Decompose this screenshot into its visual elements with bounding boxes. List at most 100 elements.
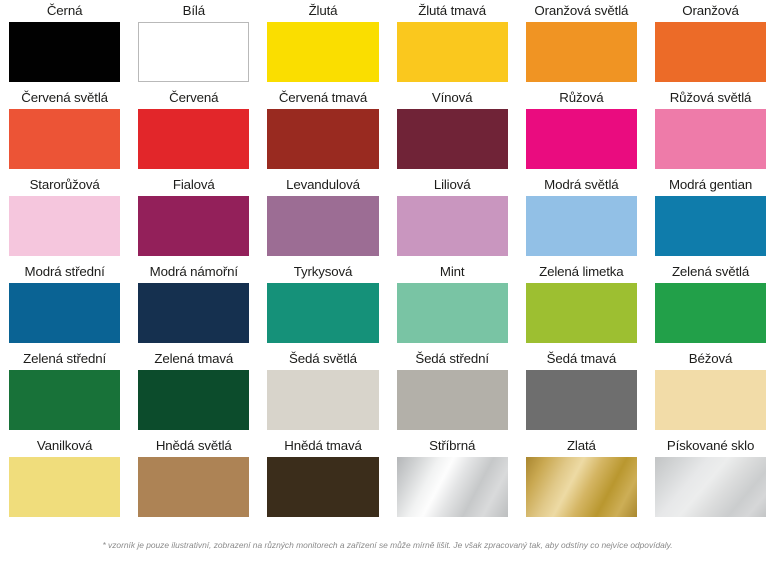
swatch-chip[interactable]	[9, 283, 121, 343]
swatch-label: Hnědá tmavá	[284, 438, 362, 453]
swatch-chip[interactable]	[525, 457, 637, 517]
swatch-chip[interactable]	[396, 283, 508, 343]
swatch-label: Levandulová	[286, 177, 360, 192]
swatch-label: Bílá	[182, 3, 205, 18]
swatch-label: Modrá námořní	[149, 264, 238, 279]
swatch-cell[interactable]: Tyrkysová	[258, 261, 387, 348]
swatch-label: Liliová	[433, 177, 471, 192]
swatch-chip[interactable]	[654, 370, 767, 430]
swatch-chip[interactable]	[138, 370, 250, 430]
swatch-chip[interactable]	[9, 457, 121, 517]
swatch-label: Starorůžová	[29, 177, 100, 192]
swatch-chip[interactable]	[9, 370, 121, 430]
swatch-label: Hnědá světlá	[155, 438, 232, 453]
swatch-cell[interactable]: Hnědá tmavá	[258, 435, 387, 522]
swatch-chip[interactable]	[267, 283, 379, 343]
swatch-label: Černá	[46, 3, 83, 18]
swatch-cell[interactable]: Oranžová světlá	[517, 0, 646, 87]
swatch-cell[interactable]: Starorůžová	[0, 174, 129, 261]
swatch-chip[interactable]	[525, 196, 637, 256]
swatch-cell[interactable]: Šedá tmavá	[517, 348, 646, 435]
swatch-cell[interactable]: Modrá střední	[0, 261, 129, 348]
swatch-chip[interactable]	[138, 457, 250, 517]
swatch-label: Růžová	[559, 90, 604, 105]
swatch-label: Modrá gentian	[669, 177, 753, 192]
swatch-cell[interactable]: Vínová	[388, 87, 517, 174]
swatch-label: Oranžová světlá	[534, 3, 629, 18]
swatch-label: Modrá světlá	[544, 177, 619, 192]
swatch-cell[interactable]: Žlutá	[258, 0, 387, 87]
swatch-cell[interactable]: Zlatá	[517, 435, 646, 522]
swatch-chip[interactable]	[9, 22, 121, 82]
swatch-chip[interactable]	[525, 283, 637, 343]
swatch-label: Mint	[439, 264, 465, 279]
disclaimer-footnote: * vzorník je pouze ilustrativní, zobraze…	[102, 540, 673, 550]
swatch-cell[interactable]: Modrá gentian	[646, 174, 775, 261]
swatch-cell[interactable]: Šedá střední	[388, 348, 517, 435]
swatch-chip[interactable]	[525, 109, 637, 169]
swatch-cell[interactable]: Černá	[0, 0, 129, 87]
swatch-chip[interactable]	[138, 109, 250, 169]
swatch-label: Tyrkysová	[293, 264, 353, 279]
swatch-label: Pískované sklo	[666, 438, 755, 453]
swatch-chip[interactable]	[267, 22, 379, 82]
swatch-label: Zelená tmavá	[154, 351, 234, 366]
swatch-cell[interactable]: Oranžová	[646, 0, 775, 87]
swatch-label: Červená	[169, 90, 219, 105]
swatch-cell[interactable]: Zelená limetka	[517, 261, 646, 348]
swatch-chip[interactable]	[138, 196, 250, 256]
swatch-cell[interactable]: Červená tmavá	[258, 87, 387, 174]
swatch-chip[interactable]	[267, 109, 379, 169]
swatch-chip[interactable]	[525, 22, 637, 82]
swatch-label: Růžová světlá	[669, 90, 752, 105]
swatch-chip[interactable]	[9, 196, 121, 256]
swatch-cell[interactable]: Liliová	[388, 174, 517, 261]
swatch-chip[interactable]	[396, 457, 508, 517]
swatch-label: Oranžová	[682, 3, 739, 18]
swatch-chip[interactable]	[654, 22, 767, 82]
swatch-label: Žlutá tmavá	[418, 3, 487, 18]
swatch-chip[interactable]	[396, 109, 508, 169]
swatch-chip[interactable]	[654, 457, 767, 517]
swatch-chip[interactable]	[396, 370, 508, 430]
swatch-cell[interactable]: Modrá světlá	[517, 174, 646, 261]
swatch-cell[interactable]: Modrá námořní	[129, 261, 258, 348]
swatch-cell[interactable]: Červená světlá	[0, 87, 129, 174]
swatch-chip[interactable]	[267, 457, 379, 517]
swatch-chip[interactable]	[138, 22, 250, 82]
swatch-cell[interactable]: Vanilková	[0, 435, 129, 522]
swatch-cell[interactable]: Bílá	[129, 0, 258, 87]
swatch-label: Zlatá	[566, 438, 596, 453]
swatch-cell[interactable]: Růžová světlá	[646, 87, 775, 174]
swatch-cell[interactable]: Růžová	[517, 87, 646, 174]
swatch-chip[interactable]	[654, 109, 767, 169]
swatch-chip[interactable]	[525, 370, 637, 430]
swatch-cell[interactable]: Béžová	[646, 348, 775, 435]
swatch-label: Žlutá	[308, 3, 338, 18]
color-swatch-grid: Černá Bílá Žlutá Žlutá tmavá Oranžová světlá…	[0, 0, 775, 522]
swatch-label: Šedá tmavá	[546, 351, 617, 366]
swatch-label: Vínová	[431, 90, 473, 105]
swatch-chip[interactable]	[267, 196, 379, 256]
swatch-cell[interactable]: Žlutá tmavá	[388, 0, 517, 87]
swatch-cell[interactable]: Fialová	[129, 174, 258, 261]
swatch-label: Červená světlá	[21, 90, 108, 105]
swatch-cell[interactable]: Šedá světlá	[258, 348, 387, 435]
swatch-chip[interactable]	[267, 370, 379, 430]
swatch-cell[interactable]: Pískované sklo	[646, 435, 775, 522]
swatch-chip[interactable]	[396, 22, 508, 82]
swatch-cell[interactable]: Zelená střední	[0, 348, 129, 435]
swatch-chip[interactable]	[654, 196, 767, 256]
swatch-chip[interactable]	[138, 283, 250, 343]
swatch-label: Modrá střední	[24, 264, 105, 279]
swatch-cell[interactable]: Levandulová	[258, 174, 387, 261]
swatch-cell[interactable]: Hnědá světlá	[129, 435, 258, 522]
swatch-chip[interactable]	[654, 283, 767, 343]
swatch-cell[interactable]: Červená	[129, 87, 258, 174]
swatch-chip[interactable]	[9, 109, 121, 169]
swatch-chip[interactable]	[396, 196, 508, 256]
swatch-cell[interactable]: Stříbrná	[388, 435, 517, 522]
swatch-cell[interactable]: Zelená tmavá	[129, 348, 258, 435]
swatch-cell[interactable]: Zelená světlá	[646, 261, 775, 348]
swatch-cell[interactable]: Mint	[388, 261, 517, 348]
